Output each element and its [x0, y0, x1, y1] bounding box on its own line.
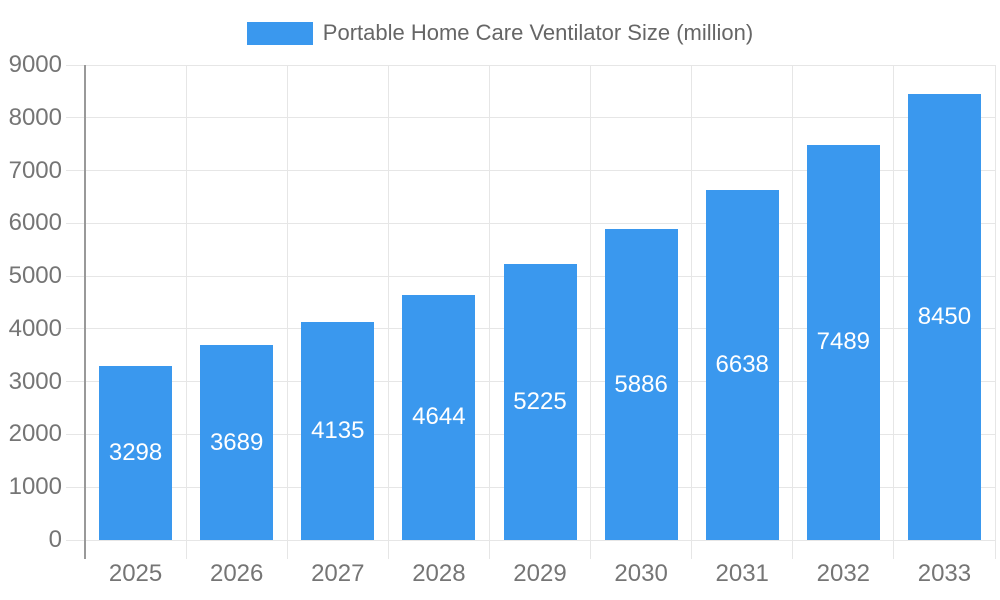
x-tick-label: 2026	[209, 560, 264, 587]
x-gridline	[893, 65, 895, 559]
y-tick-label: 1000	[8, 473, 62, 501]
y-tick-label: 3000	[8, 367, 62, 395]
bar-value-label: 5886	[614, 370, 668, 398]
x-tick-label: 2031	[715, 560, 769, 587]
y-tick-label: 7000	[8, 156, 62, 184]
bar-value-label: 4644	[412, 403, 466, 431]
y-tick-label: 5000	[8, 262, 62, 290]
bar-value-label: 4135	[311, 416, 365, 444]
bar[interactable]: 5886	[604, 229, 678, 540]
y-tick-label: 4000	[8, 314, 62, 342]
plot-area: 0 1000 2000 3000 4000 5000 6000 7000 8000 9000 329…	[9, 51, 996, 587]
x-tick-label: 2028	[412, 560, 466, 587]
x-gridline	[792, 65, 794, 559]
y-gridline	[66, 539, 995, 541]
x-gridline	[590, 65, 592, 559]
y-tick-label: 9000	[8, 51, 62, 78]
bar[interactable]: 7489	[806, 144, 880, 540]
x-gridline	[387, 65, 389, 559]
bar-value-label: 8450	[917, 303, 972, 331]
x-tick-label: 2027	[311, 560, 365, 587]
bar[interactable]: 6638	[705, 189, 779, 540]
legend-swatch[interactable]	[246, 21, 313, 45]
bar[interactable]: 5225	[503, 264, 577, 540]
bar-value-label: 5225	[513, 388, 567, 416]
y-tick-label: 2000	[8, 420, 62, 448]
bar[interactable]: 3689	[200, 345, 274, 540]
x-tick-label: 2033	[917, 560, 972, 587]
legend-label[interactable]: Portable Home Care Ventilator Size (mill…	[322, 20, 754, 45]
y-tick-label: 6000	[8, 209, 62, 237]
x-gridline	[691, 65, 693, 559]
y-axis-line	[84, 65, 86, 559]
legend[interactable]: Portable Home Care Ventilator Size (mill…	[0, 20, 1000, 46]
x-tick-label: 2025	[108, 560, 163, 587]
y-gridline	[66, 117, 995, 119]
bar[interactable]: 8450	[907, 94, 981, 540]
x-tick-label: 2030	[614, 560, 668, 587]
y-gridline	[66, 222, 995, 224]
y-tick-label: 8000	[8, 103, 62, 131]
x-tick-label: 2032	[816, 560, 871, 587]
y-gridline	[66, 170, 995, 172]
bar-value-label: 3689	[209, 428, 264, 456]
x-gridline	[488, 65, 490, 559]
bar[interactable]: 3298	[99, 365, 173, 540]
bar-value-label: 6638	[715, 350, 769, 378]
bar[interactable]: 4135	[301, 321, 375, 540]
bar[interactable]: 4644	[402, 294, 476, 540]
y-gridline	[66, 64, 995, 66]
x-gridline	[994, 65, 996, 559]
bar-value-label: 7489	[816, 328, 871, 356]
x-gridline	[185, 65, 187, 559]
y-tick-label: 0	[48, 526, 62, 553]
x-tick-label: 2029	[513, 560, 567, 587]
x-gridline	[286, 65, 288, 559]
bar-value-label: 3298	[108, 438, 163, 466]
